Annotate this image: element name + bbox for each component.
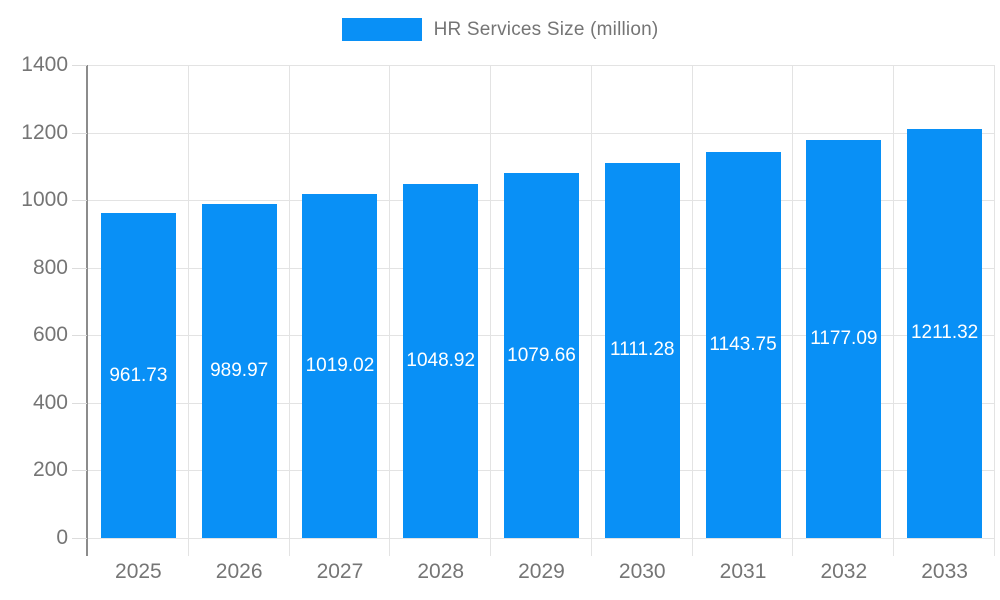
y-tick-label: 0 <box>56 526 68 549</box>
bar: 1019.02 <box>302 193 378 538</box>
category-gridline <box>590 65 592 556</box>
category-gridline <box>389 65 391 556</box>
y-gridline <box>88 538 995 539</box>
y-tick-label: 200 <box>32 458 68 482</box>
x-tick-label: 2028 <box>417 560 465 583</box>
bar: 961.73 <box>100 213 176 538</box>
y-tick-label: 600 <box>32 323 68 347</box>
category-gridline <box>893 65 895 556</box>
y-tick-label: 1200 <box>21 120 68 144</box>
y-tick-mark <box>72 335 87 337</box>
bar: 989.97 <box>201 203 277 538</box>
category-gridline <box>187 65 189 556</box>
category-gridline <box>288 65 290 556</box>
y-gridline <box>88 132 995 134</box>
bar: 1079.66 <box>504 173 579 538</box>
x-tick-label: 2031 <box>719 560 767 583</box>
bar: 1211.32 <box>907 128 983 538</box>
bar: 1177.09 <box>806 140 882 538</box>
bar-value-label: 1143.75 <box>709 333 777 355</box>
x-tick-label: 2033 <box>921 560 968 583</box>
category-gridline <box>994 65 995 556</box>
y-tick-label: 1400 <box>21 53 68 76</box>
y-tick-mark <box>72 538 87 539</box>
bar-value-label: 1211.32 <box>910 322 979 344</box>
x-tick-label: 2027 <box>316 560 364 583</box>
bar-value-label: 1079.66 <box>507 344 576 366</box>
chart-legend: HR Services Size (million) <box>0 18 1000 41</box>
y-tick-mark <box>72 402 87 404</box>
y-tick-mark <box>72 470 87 472</box>
y-tick-mark <box>72 132 87 134</box>
category-gridline <box>490 65 492 556</box>
y-tick-label: 800 <box>32 255 68 279</box>
legend-label: HR Services Size (million) <box>433 18 659 40</box>
x-tick-label: 2030 <box>618 560 666 583</box>
legend-item-hr-services[interactable]: HR Services Size (million) <box>341 18 659 41</box>
bar-value-label: 1048.92 <box>406 349 476 371</box>
category-gridline <box>691 65 693 556</box>
bar-value-label: 1111.28 <box>610 339 675 361</box>
x-tick-label: 2025 <box>115 560 162 583</box>
y-tick-label: 400 <box>32 390 68 414</box>
bar: 1143.75 <box>705 151 781 538</box>
bar-value-label: 961.73 <box>109 364 168 386</box>
legend-swatch <box>341 18 422 41</box>
x-tick-label: 2032 <box>820 560 868 583</box>
y-gridline <box>88 65 995 66</box>
x-tick-label: 2029 <box>518 560 565 583</box>
y-tick-mark <box>72 200 87 202</box>
category-gridline <box>792 65 794 556</box>
y-axis-line <box>86 65 88 556</box>
y-tick-mark <box>72 65 87 66</box>
x-tick-label: 2026 <box>215 560 263 583</box>
bar-value-label: 989.97 <box>210 359 269 381</box>
bar-value-label: 1019.02 <box>305 354 375 376</box>
plot-area: 961.73 989.97 1019.02 1048.92 1079.66 1111.28… <box>88 65 995 556</box>
bar: 1111.28 <box>604 162 680 538</box>
bar: 1048.92 <box>403 183 479 538</box>
y-tick-label: 1000 <box>21 188 68 212</box>
bar-value-label: 1177.09 <box>810 328 878 350</box>
y-tick-mark <box>72 267 87 269</box>
